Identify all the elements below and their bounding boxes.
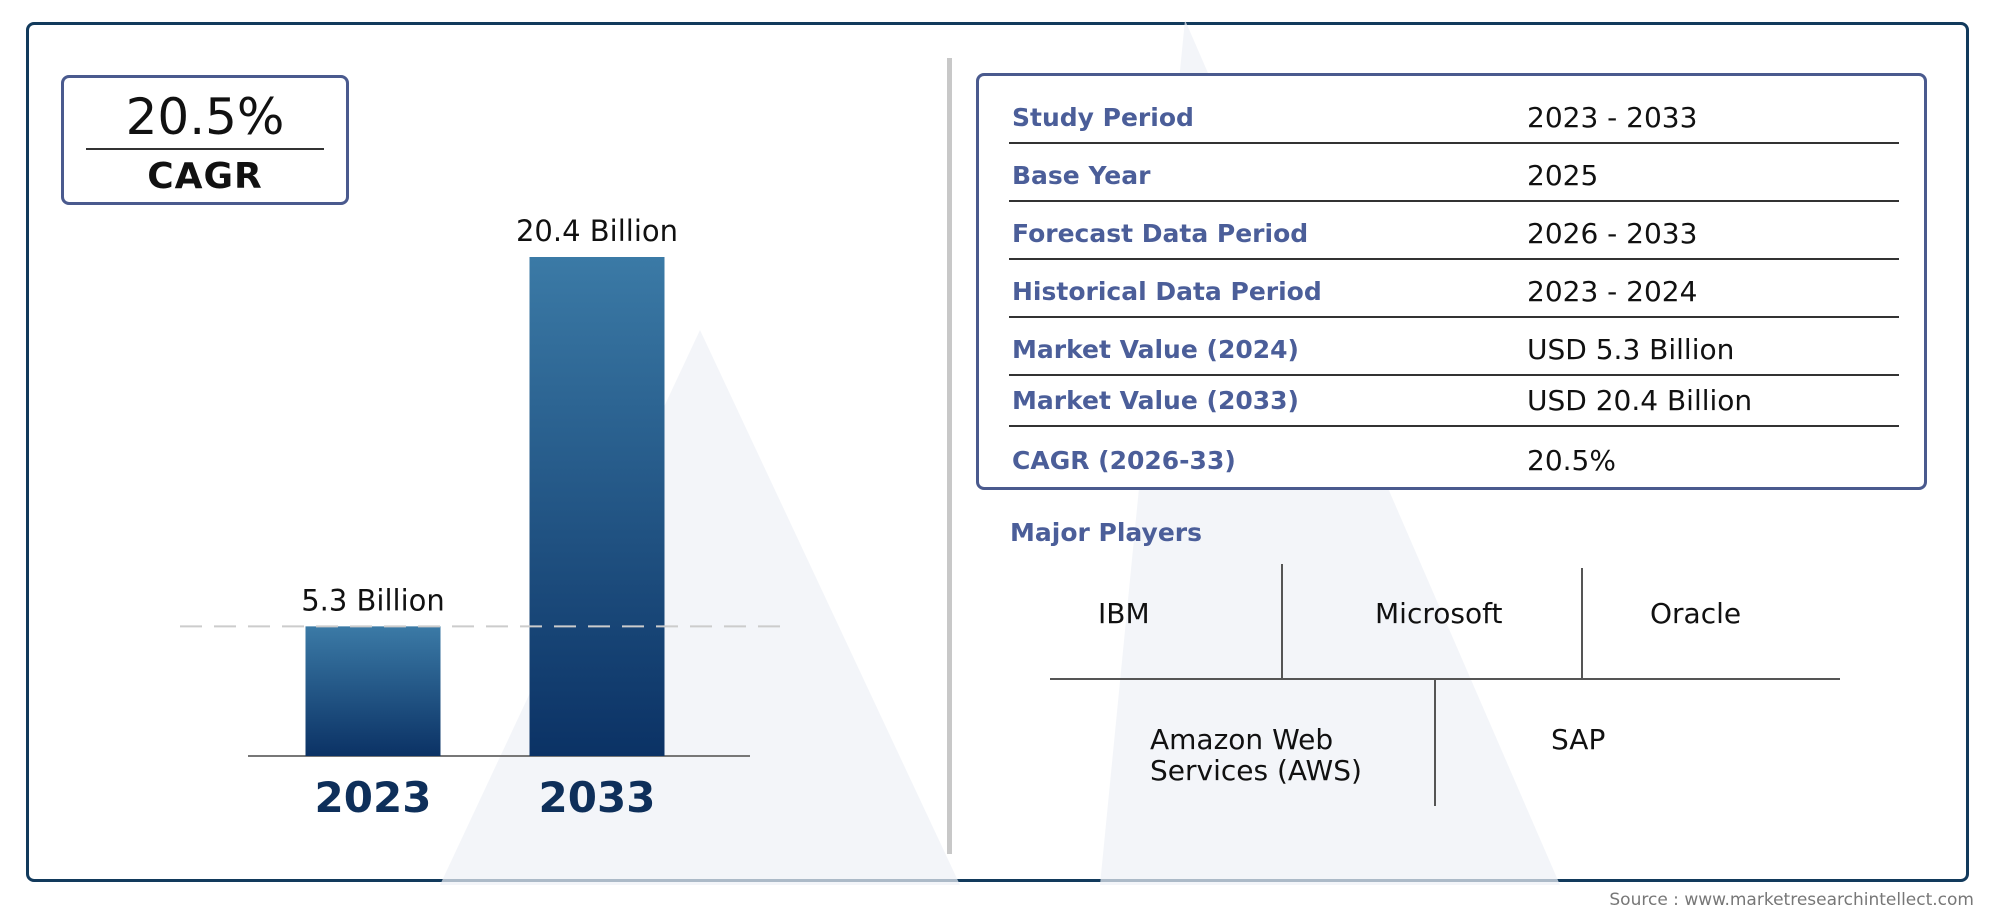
table-row: CAGR (2026-33) 20.5% (1009, 427, 1899, 485)
row-value: 20.5% (1527, 444, 1616, 477)
row-label: Study Period (1012, 103, 1194, 132)
player-name: SAP (1551, 723, 1606, 756)
cagr-card: 20.5% CAGR (61, 75, 349, 205)
row-value: USD 5.3 Billion (1527, 333, 1735, 366)
bar-value-label: 20.4 Billion (516, 214, 678, 248)
row-label: Base Year (1012, 161, 1151, 190)
row-label: Market Value (2024) (1012, 335, 1299, 364)
table-row: Forecast Data Period 2026 - 2033 (1009, 202, 1899, 260)
row-value: 2025 (1527, 159, 1599, 192)
cagr-label: CAGR (147, 156, 263, 197)
summary-table: Study Period 2023 - 2033 Base Year 2025 … (976, 73, 1927, 490)
table-row: Base Year 2025 (1009, 144, 1899, 202)
row-value: USD 20.4 Billion (1527, 384, 1753, 417)
player-name: Amazon Web Services (AWS) (1150, 723, 1362, 787)
category-label: 2023 (315, 773, 432, 822)
row-value: 2023 - 2033 (1527, 101, 1698, 134)
bar-2033 (529, 257, 665, 756)
section-divider (947, 58, 952, 854)
row-label: Forecast Data Period (1012, 219, 1309, 248)
row-label: Historical Data Period (1012, 277, 1322, 306)
category-label: 2033 (539, 773, 656, 822)
player-grid-line (1434, 678, 1436, 806)
source-note: Source : www.marketresearchintellect.com (1609, 890, 1974, 910)
table-row: Market Value (2033) USD 20.4 Billion (1009, 376, 1899, 427)
table-row: Market Value (2024) USD 5.3 Billion (1009, 318, 1899, 376)
player-name: Microsoft (1375, 597, 1503, 630)
player-name: IBM (1098, 597, 1150, 630)
infographic-frame (26, 22, 1969, 882)
row-label: CAGR (2026-33) (1012, 446, 1236, 475)
major-players-title: Major Players (1010, 518, 1202, 547)
player-name: Oracle (1650, 597, 1742, 630)
table-row: Historical Data Period 2023 - 2024 (1009, 260, 1899, 318)
market-size-chart: 5.3 Billion 2023 20.4 Billion 2033 (180, 214, 790, 822)
row-value: 2026 - 2033 (1527, 217, 1698, 250)
player-grid-line (1050, 678, 1840, 680)
bar-2023 (305, 626, 441, 756)
table-row: Study Period 2023 - 2033 (1009, 88, 1899, 144)
bar-value-label: 5.3 Billion (301, 583, 445, 617)
cagr-divider (86, 148, 324, 150)
row-label: Market Value (2033) (1012, 386, 1299, 415)
player-grid-line (1581, 568, 1583, 678)
player-grid-line (1281, 564, 1283, 678)
cagr-value: 20.5% (125, 88, 285, 146)
row-value: 2023 - 2024 (1527, 275, 1698, 308)
